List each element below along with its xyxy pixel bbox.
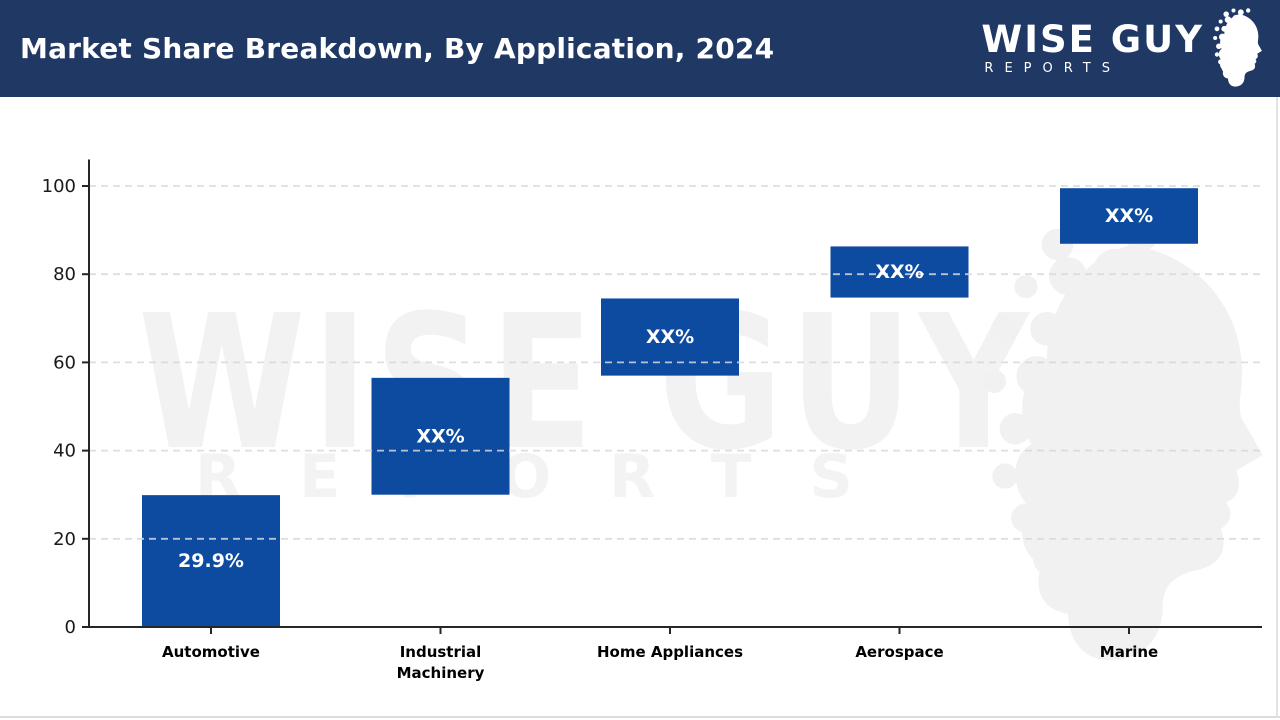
bar-value-label: XX% — [1105, 205, 1153, 227]
logo-wordmark: WISE GUY — [981, 18, 1204, 62]
bar-value-label: XX% — [875, 261, 923, 283]
page-title: Market Share Breakdown, By Application, … — [20, 32, 775, 65]
wiseguy-logo: WISE GUY REPORTS — [981, 5, 1264, 93]
y-tick-label: 0 — [65, 617, 76, 638]
y-tick-label: 100 — [42, 176, 76, 197]
y-tick-label: 80 — [53, 264, 76, 285]
y-tick-label: 60 — [53, 352, 76, 373]
header: Market Share Breakdown, By Application, … — [0, 0, 1280, 97]
bar-aerospace — [830, 246, 969, 298]
x-tick-label: Automotive — [162, 643, 260, 661]
bar-value-label: XX% — [416, 425, 464, 447]
x-tick-label: Industrial — [400, 643, 482, 661]
y-tick-label: 40 — [53, 441, 76, 462]
bar-value-label: 29.9% — [178, 550, 244, 572]
bar-industrial-machinery — [371, 377, 510, 495]
bar-value-label: XX% — [646, 326, 694, 348]
x-tick-label: Marine — [1100, 643, 1158, 661]
bar-automotive — [142, 495, 280, 627]
logo-text: WISE GUY REPORTS — [981, 18, 1204, 76]
logo-subtext: REPORTS — [984, 60, 1122, 76]
y-tick-label: 20 — [53, 529, 76, 550]
bottom-border — [0, 716, 1280, 718]
x-tick-label: Home Appliances — [597, 643, 743, 661]
right-border — [1276, 97, 1278, 718]
x-tick-label: Machinery — [397, 664, 485, 682]
x-tick-label: Aerospace — [855, 643, 943, 661]
